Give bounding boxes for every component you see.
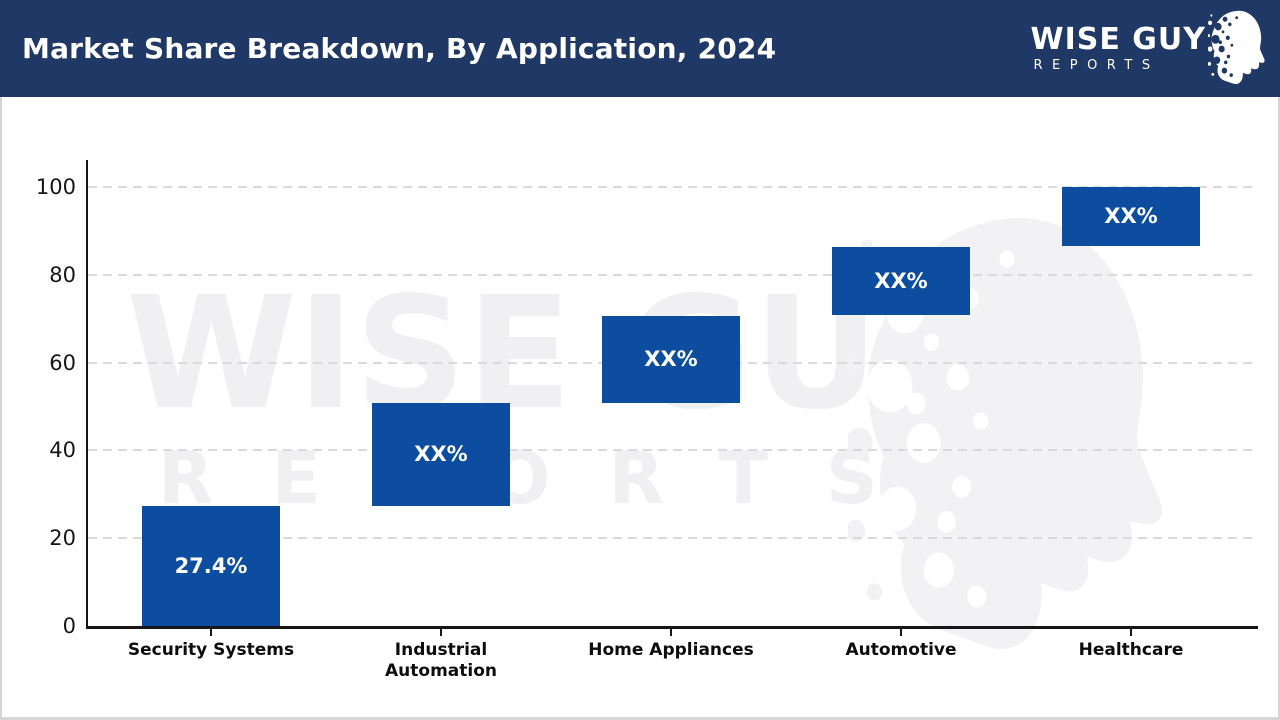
- gridline-100: [88, 185, 1253, 188]
- bar-value-label: XX%: [414, 442, 468, 467]
- category-label-2: Home Appliances: [588, 640, 754, 660]
- category-label-3: Automotive: [845, 640, 957, 660]
- x-tick-4: [1130, 629, 1132, 636]
- bar-value-label: XX%: [644, 347, 698, 372]
- bar-healthcare: XX%: [1062, 186, 1200, 246]
- bar-value-label: 27.4%: [174, 553, 248, 578]
- wise-guy-logo: WISE GUY REPORTS: [1030, 8, 1266, 90]
- page-title: Market Share Breakdown, By Application, …: [22, 32, 777, 65]
- y-tick-label-20: 20: [49, 526, 76, 551]
- gridline-80: [88, 273, 1253, 276]
- y-tick-label-80: 80: [49, 262, 76, 287]
- category-label-4: Healthcare: [1078, 640, 1184, 660]
- x-tick-3: [900, 629, 902, 636]
- bar-home-appliances: XX%: [602, 315, 740, 403]
- watermark-text-2: REPORTS: [158, 436, 936, 520]
- x-axis-line: [86, 626, 1258, 629]
- header: Market Share Breakdown, By Application, …: [0, 0, 1280, 97]
- logo-line2: REPORTS: [1033, 58, 1160, 73]
- y-axis-line: [86, 160, 88, 628]
- bar-automotive: XX%: [832, 247, 970, 316]
- bar-security-systems: 27.4%: [142, 505, 280, 626]
- bar-industrial-automation: XX%: [372, 402, 510, 506]
- bar-value-label: XX%: [1104, 204, 1158, 229]
- x-tick-1: [440, 629, 442, 636]
- gridline-20: [88, 537, 1253, 540]
- logo-line1: WISE GUY: [1030, 22, 1206, 57]
- bar-value-label: XX%: [874, 269, 928, 294]
- x-tick-2: [670, 629, 672, 636]
- y-tick-label-0: 0: [62, 614, 76, 638]
- category-label-1: Industrial Automation: [385, 640, 497, 682]
- category-label-0: Security Systems: [127, 640, 295, 660]
- x-tick-0: [210, 629, 212, 636]
- y-tick-label-40: 40: [49, 438, 76, 463]
- y-tick-label-100: 100: [35, 174, 76, 199]
- logo-wordmark: WISE GUY REPORTS: [1030, 22, 1206, 73]
- y-tick-label-60: 60: [49, 350, 76, 375]
- logo-head-icon: [1208, 10, 1265, 84]
- gridline-40: [88, 449, 1253, 452]
